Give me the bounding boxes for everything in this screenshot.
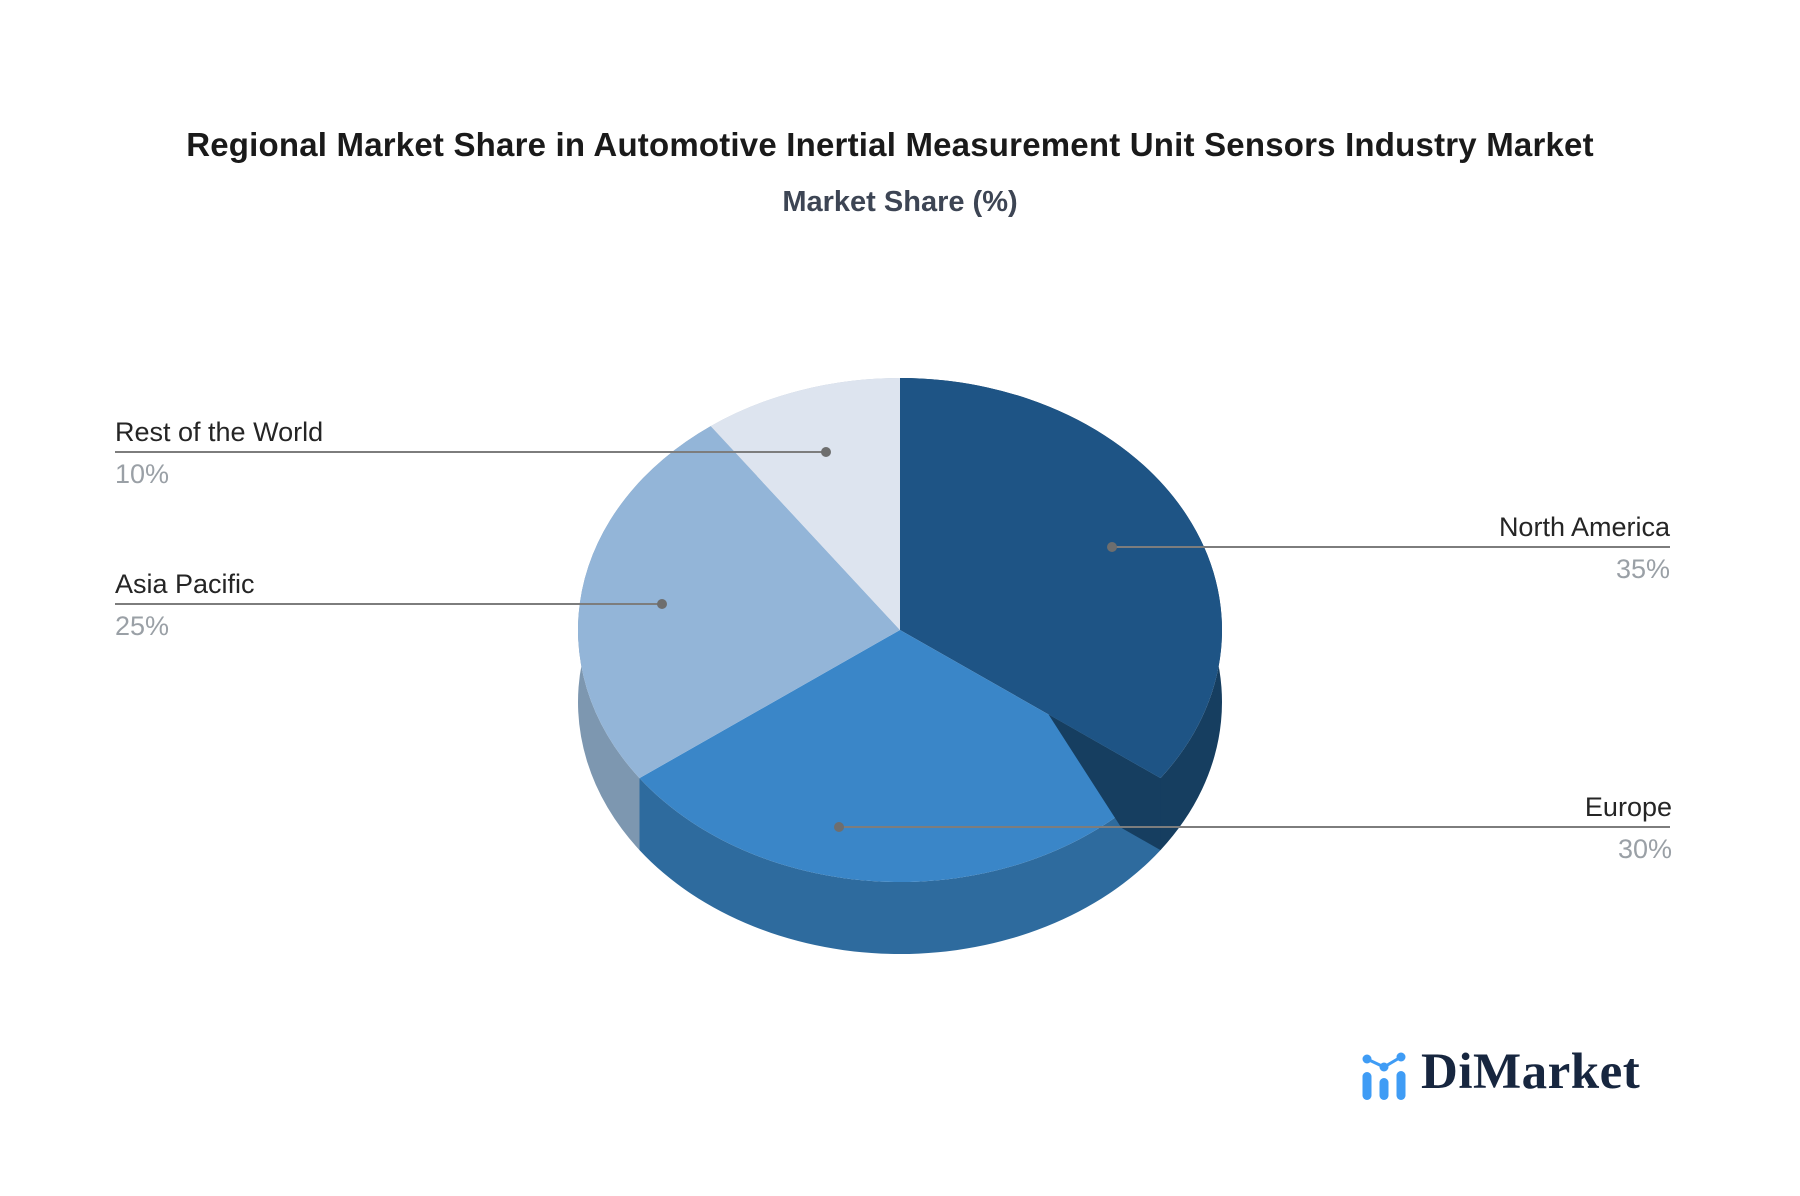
chart-title: Regional Market Share in Automotive Iner… — [186, 126, 1594, 163]
pie-slice-north-america[interactable] — [900, 378, 1222, 779]
pie-slice-europe-side — [639, 778, 1161, 954]
leader-dot-asia-pacific — [657, 599, 667, 609]
pie-slice-asia-pacific[interactable] — [578, 426, 900, 779]
leader-dot-north-america — [1107, 542, 1117, 552]
slice-label-europe: Europe — [1584, 792, 1672, 822]
slice-value-europe: 30% — [1617, 834, 1672, 864]
chart-subtitle: Market Share (%) — [782, 186, 1018, 218]
slice-label-rest-of-the-world: Rest of the World — [115, 417, 324, 447]
slice-value-rest-of-the-world: 10% — [115, 459, 170, 489]
pie-slice-europe[interactable] — [639, 630, 1161, 883]
slice-label-asia-pacific: Asia Pacific — [115, 569, 255, 599]
leader-dot-rest-of-the-world — [821, 447, 831, 457]
logo-text: DiMarket — [1421, 1044, 1641, 1100]
dimarket-logo: DiMarket — [1362, 1040, 1640, 1100]
pie-slice-rest-of-the-world[interactable] — [710, 378, 900, 630]
leader-dot-europe — [834, 822, 844, 832]
slice-label-north-america: North America — [1498, 512, 1670, 542]
slice-value-north-america: 35% — [1615, 554, 1670, 584]
slice-value-asia-pacific: 25% — [115, 611, 170, 641]
bar-line-chart-icon — [1362, 1052, 1406, 1100]
pie-slice-north-america-wall — [1048, 714, 1161, 851]
